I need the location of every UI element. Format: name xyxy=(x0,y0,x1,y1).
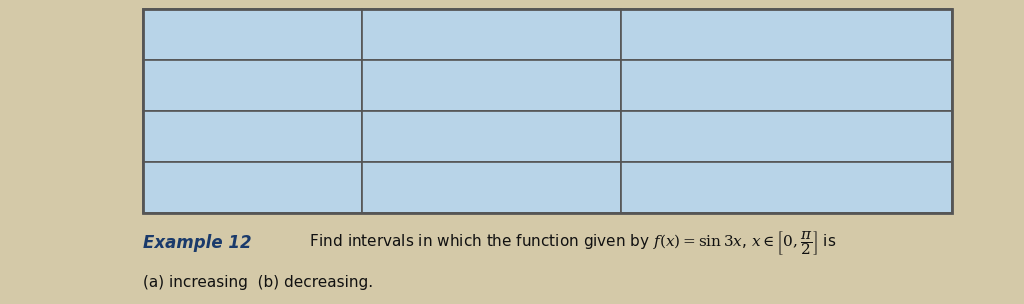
Text: $(-\infty, -2)$: $(-\infty, -2)$ xyxy=(217,77,288,94)
Text: Sign of $f'(x)$: Sign of $f'(x)$ xyxy=(446,25,536,44)
Text: Example 12: Example 12 xyxy=(143,234,252,252)
Text: $(-)(-) > 0$: $(-)(-) > 0$ xyxy=(454,77,529,94)
Text: $(3, \infty)$: $(3, \infty)$ xyxy=(232,178,273,196)
Text: $f$ is strictly increasing: $f$ is strictly increasing xyxy=(708,178,865,197)
Text: Find intervals in which the function given by $f(x) = \sin 3x$, $x \in \left[0, : Find intervals in which the function giv… xyxy=(305,229,837,257)
Text: $(-)(+) < 0$: $(-)(+) < 0$ xyxy=(454,128,529,145)
Text: (a) increasing  (b) decreasing.: (a) increasing (b) decreasing. xyxy=(143,275,374,290)
Text: $(-2, 3)$: $(-2, 3)$ xyxy=(227,128,278,145)
Text: Interval: Interval xyxy=(223,27,282,42)
Text: $f$ is strictly decreasing: $f$ is strictly decreasing xyxy=(705,127,868,146)
Text: $f$ is strictly increasing: $f$ is strictly increasing xyxy=(708,76,865,95)
Text: Nature of function $f$: Nature of function $f$ xyxy=(710,25,863,44)
Text: $(+)(+) > 0$: $(+)(+) > 0$ xyxy=(454,178,529,196)
